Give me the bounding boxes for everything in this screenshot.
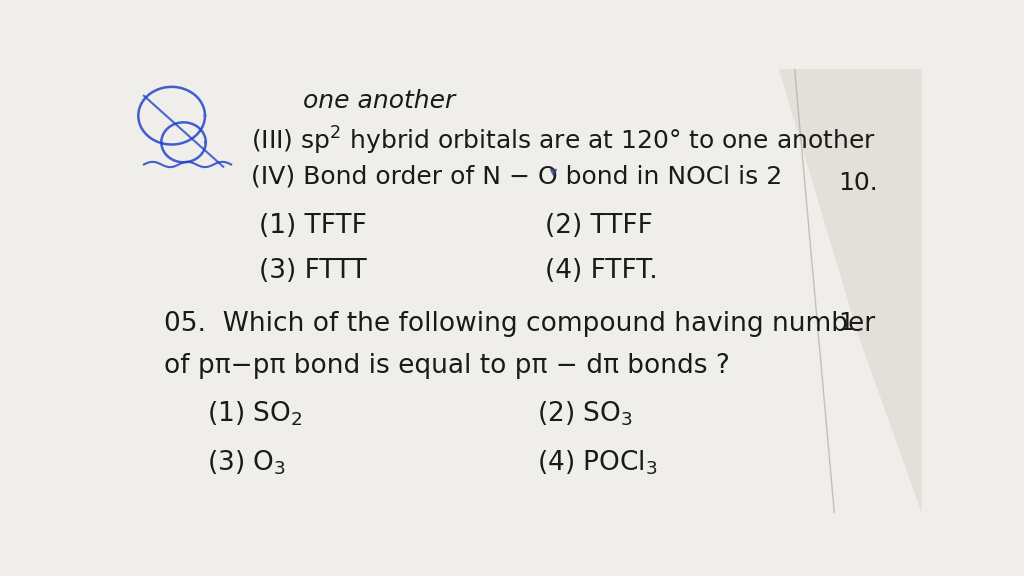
Text: (3) FTTT: (3) FTTT xyxy=(259,257,367,283)
Text: (1) TFTF: (1) TFTF xyxy=(259,213,367,239)
Text: (3) O$_3$: (3) O$_3$ xyxy=(207,448,287,477)
Polygon shape xyxy=(778,69,922,513)
Text: (2) SO$_3$: (2) SO$_3$ xyxy=(537,400,633,428)
Text: (III) sp$^2$ hybrid orbitals are at 120° to one another: (III) sp$^2$ hybrid orbitals are at 120°… xyxy=(251,124,876,157)
Text: (IV) Bond order of N − O bond in NOCl is 2: (IV) Bond order of N − O bond in NOCl is… xyxy=(251,165,782,188)
Text: (4) FTFT.: (4) FTFT. xyxy=(545,257,657,283)
Text: of pπ−pπ bond is equal to pπ − dπ bonds ?: of pπ−pπ bond is equal to pπ − dπ bonds … xyxy=(164,353,729,379)
Text: (4) POCl$_3$: (4) POCl$_3$ xyxy=(537,448,657,477)
Text: (2) TTFF: (2) TTFF xyxy=(545,213,652,239)
Text: 10.: 10. xyxy=(839,171,878,195)
Text: (1) SO$_2$: (1) SO$_2$ xyxy=(207,400,303,428)
Text: 05.  Which of the following compound having number: 05. Which of the following compound havi… xyxy=(164,311,874,337)
Text: 1: 1 xyxy=(839,311,854,335)
Text: one another: one another xyxy=(303,89,455,113)
